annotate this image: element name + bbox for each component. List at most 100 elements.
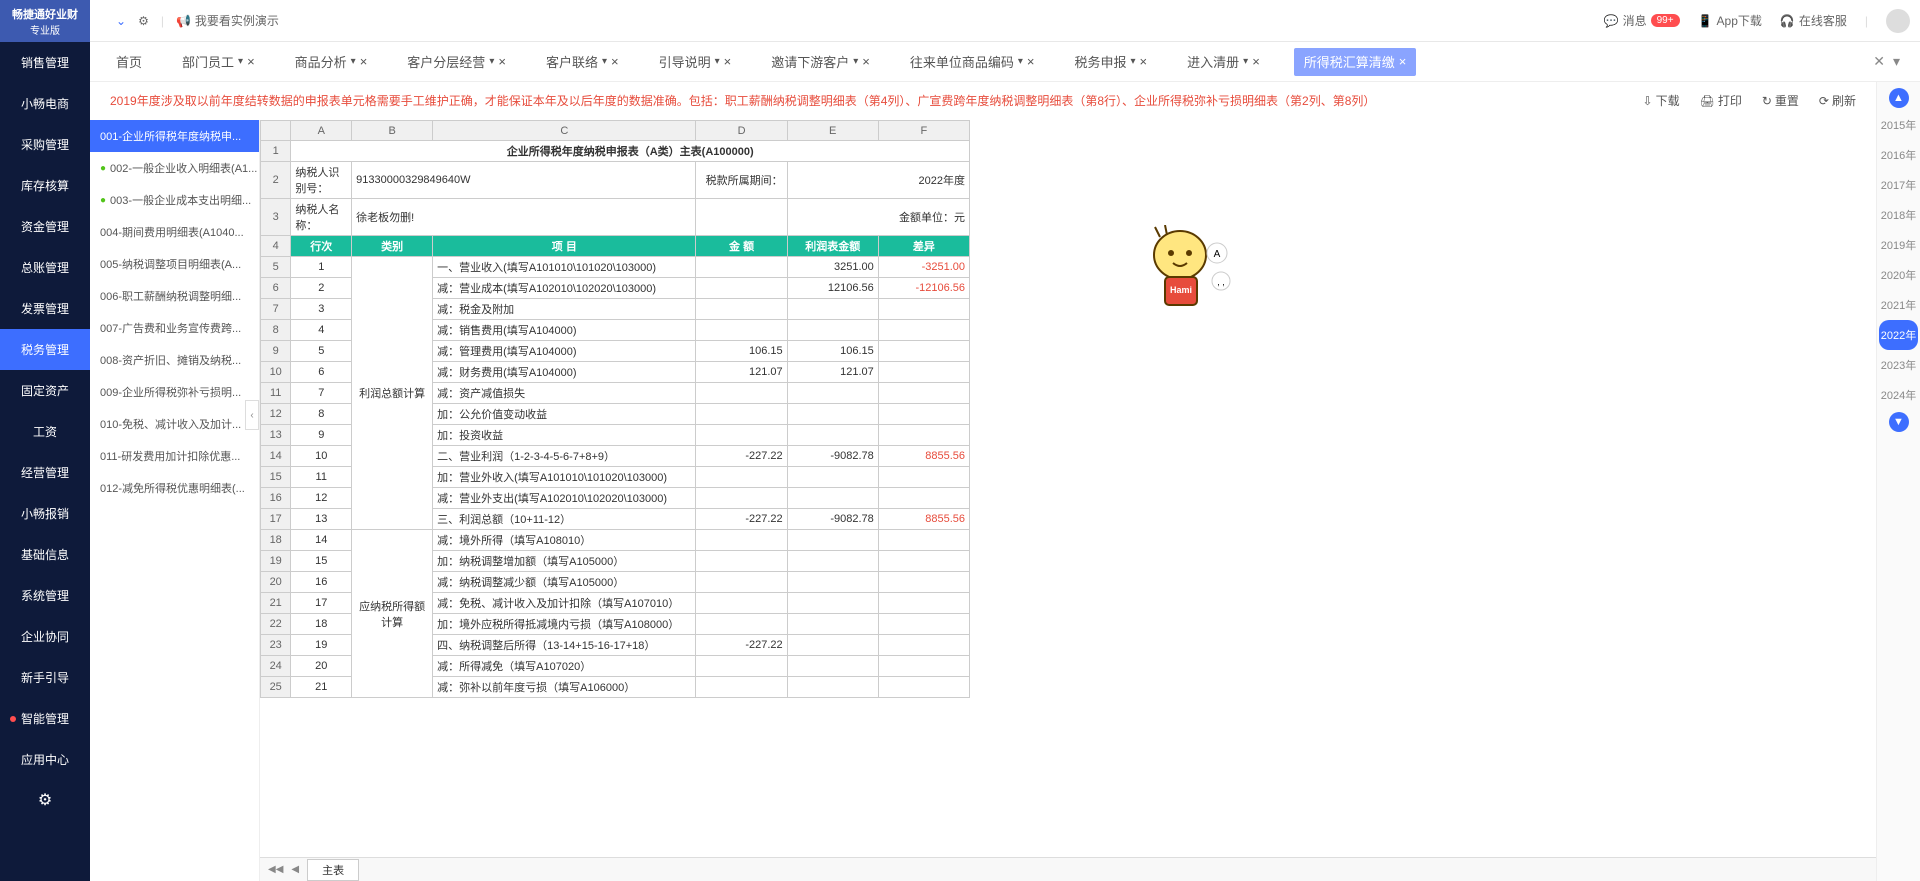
sidebar-item[interactable]: 应用中心 [0,739,90,780]
cell[interactable]: 15 [291,551,352,572]
refresh-button[interactable]: ⟳ 刷新 [1819,92,1856,109]
print-button[interactable]: 🖨 打印 [1700,92,1742,109]
spreadsheet[interactable]: A B C D E F 1企业所得税年度纳税申报表（A类）主表(A100000)… [260,120,970,698]
sidebar-item[interactable]: 企业协同 [0,616,90,657]
cell[interactable] [878,635,969,656]
cell[interactable] [787,656,878,677]
close-tab-icon[interactable]: × [1399,54,1407,69]
cell[interactable] [696,530,787,551]
cell[interactable]: 13 [291,509,352,530]
cell[interactable] [878,320,969,341]
cell[interactable]: 14 [291,530,352,551]
tabs-menu-button[interactable]: ▾ [1893,53,1900,70]
sidebar-item[interactable]: 系统管理 [0,575,90,616]
cell[interactable]: 121.07 [787,362,878,383]
row-header[interactable]: 1 [261,141,291,162]
cell[interactable]: 减：财务费用(填写A104000) [433,362,696,383]
tab[interactable]: 邀请下游客户▾ × [765,52,876,71]
cell[interactable] [878,572,969,593]
form-list-item[interactable]: ●002-一般企业收入明细表(A1... [90,152,259,184]
sheet-tab[interactable]: 主表 [307,859,359,881]
cell[interactable] [878,551,969,572]
sidebar-item[interactable]: 采购管理 [0,124,90,165]
tab[interactable]: 引导说明▾ × [653,52,738,71]
row-header[interactable]: 19 [261,551,291,572]
sidebar-item[interactable]: 税务管理 [0,329,90,370]
row-header[interactable]: 4 [261,236,291,257]
cell[interactable] [696,551,787,572]
cell[interactable]: 减：境外所得（填写A108010） [433,530,696,551]
cell[interactable] [878,425,969,446]
cell[interactable] [787,593,878,614]
sidebar-item[interactable]: 基础信息 [0,534,90,575]
cell[interactable]: 9 [291,425,352,446]
close-all-tabs-button[interactable]: ✕ [1873,53,1885,70]
cell[interactable]: -227.22 [696,509,787,530]
cell[interactable] [878,488,969,509]
demo-link[interactable]: 📢 我要看实例演示 [176,12,279,29]
row-header[interactable]: 8 [261,320,291,341]
cell[interactable]: 106.15 [787,341,878,362]
cell[interactable] [787,614,878,635]
sidebar-item[interactable]: 智能管理 [0,698,90,739]
cell[interactable] [878,614,969,635]
cell[interactable]: 加：营业外收入(填写A101010\101020\103000) [433,467,696,488]
close-tab-icon[interactable]: × [498,54,506,69]
sidebar-item[interactable]: 资金管理 [0,206,90,247]
cell[interactable] [878,362,969,383]
cell[interactable]: 减：营业外支出(填写A102010\102020\103000) [433,488,696,509]
cell[interactable]: 减：税金及附加 [433,299,696,320]
form-list-item[interactable]: 006-职工薪酬纳税调整明细... [90,280,259,312]
cell[interactable]: 加：公允价值变动收益 [433,404,696,425]
sheet-nav-prev[interactable]: ◀ [291,864,299,875]
row-header[interactable]: 13 [261,425,291,446]
row-header[interactable]: 12 [261,404,291,425]
messages-button[interactable]: 💬 消息 99+ [1604,12,1680,29]
cell[interactable] [878,467,969,488]
year-button[interactable]: 2015年 [1879,110,1918,140]
close-tab-icon[interactable]: × [862,54,870,69]
online-service-button[interactable]: 🎧 在线客服 [1780,12,1847,29]
sidebar-item[interactable]: 经营管理 [0,452,90,493]
sidebar-item[interactable]: 新手引导 [0,657,90,698]
cell[interactable]: 12 [291,488,352,509]
year-button[interactable]: 2023年 [1879,350,1918,380]
cell[interactable] [787,488,878,509]
cell[interactable]: 5 [291,341,352,362]
collapse-panel-button[interactable]: ‹ [245,400,259,430]
col-header[interactable]: B [352,121,433,141]
cell[interactable] [787,383,878,404]
tab[interactable]: 所得税汇算清缴 × [1294,48,1417,76]
cell[interactable]: 19 [291,635,352,656]
row-header[interactable]: 10 [261,362,291,383]
cell[interactable]: -9082.78 [787,509,878,530]
cell[interactable] [878,677,969,698]
settings-button[interactable]: ⚙ [138,14,149,28]
col-header[interactable]: D [696,121,787,141]
sidebar-item[interactable]: 小畅电商 [0,83,90,124]
row-header[interactable]: 15 [261,467,291,488]
sidebar-item[interactable]: 小畅报销 [0,493,90,534]
form-list-item[interactable]: 001-企业所得税年度纳税申... [90,120,259,152]
cell[interactable]: 16 [291,572,352,593]
form-list-item[interactable]: 008-资产折旧、摊销及纳税... [90,344,259,376]
cell[interactable]: -227.22 [696,446,787,467]
cell[interactable]: 12106.56 [787,278,878,299]
cell[interactable]: 减：所得减免（填写A107020） [433,656,696,677]
cell[interactable] [787,551,878,572]
col-header[interactable]: C [433,121,696,141]
cell[interactable]: 三、利润总额（10+11-12） [433,509,696,530]
cell[interactable]: 纳税人识别号： [291,162,352,199]
row-header[interactable]: 14 [261,446,291,467]
cell[interactable] [696,299,787,320]
cell[interactable] [696,593,787,614]
cell[interactable]: 减：纳税调整减少额（填写A105000） [433,572,696,593]
cell[interactable] [696,320,787,341]
year-button[interactable]: 2022年 [1879,320,1918,350]
row-header[interactable]: 5 [261,257,291,278]
cell[interactable]: 1 [291,257,352,278]
cell[interactable]: 加：境外应税所得抵减境内亏损（填写A108000） [433,614,696,635]
cell[interactable] [696,572,787,593]
cell[interactable]: 减：资产减值损失 [433,383,696,404]
cell[interactable]: 2 [291,278,352,299]
